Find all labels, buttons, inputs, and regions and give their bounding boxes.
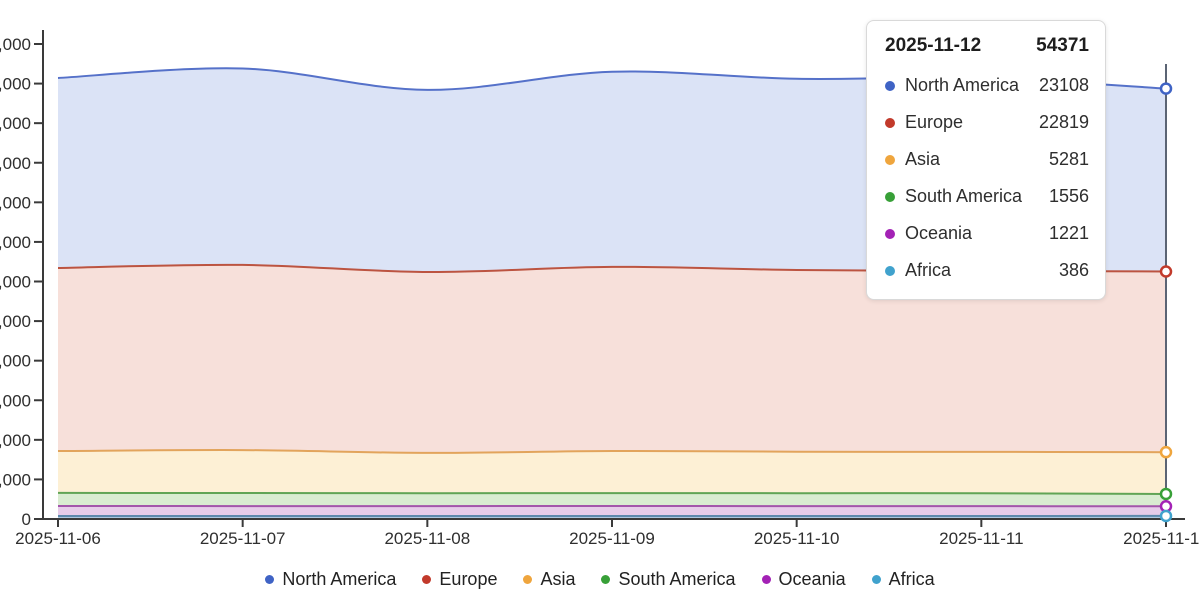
y-tick-label: ,000	[0, 75, 31, 94]
tooltip-series-value: 386	[1058, 260, 1089, 280]
y-tick-label: ,000	[0, 470, 31, 489]
europe-dot-icon	[885, 117, 895, 128]
y-tick-label: ,000	[0, 154, 31, 173]
tooltip-rows: North America 23108 Europe 22819 Asia 5281 Sou…	[881, 67, 1091, 289]
y-tick-label: ,000	[0, 312, 31, 331]
legend-label: Africa	[888, 569, 935, 589]
marker-asia	[1159, 445, 1173, 459]
y-tick-label: ,000	[0, 233, 31, 252]
tooltip-row-north-america: North America 23108	[881, 67, 1091, 104]
legend-label: North America	[282, 569, 397, 589]
legend-item-asia[interactable]: Asia	[523, 569, 575, 590]
x-tick-label: 2025-11-10	[754, 529, 840, 548]
tooltip-series-label: North America	[905, 75, 1020, 95]
legend-item-south-america[interactable]: South America	[601, 569, 736, 590]
tooltip-header: 2025-11-12 54371	[881, 33, 1091, 67]
legend: North America Europe Asia South America Ocea…	[0, 569, 1200, 590]
tooltip-series-label: Asia	[905, 149, 941, 169]
north-america-dot-icon	[265, 575, 275, 584]
x-tick-label: 2025-11-06	[15, 529, 101, 548]
legend-label: Asia	[540, 569, 576, 589]
south-america-dot-icon	[601, 575, 611, 584]
marker-europe	[1159, 265, 1173, 278]
tooltip-series-value: 1556	[1048, 186, 1089, 206]
y-tick-label: ,000	[0, 352, 31, 371]
europe-dot-icon	[422, 575, 432, 584]
legend-item-europe[interactable]: Europe	[422, 569, 497, 590]
tooltip-total: 54371	[1036, 35, 1089, 56]
tooltip-row-europe: Europe 22819	[881, 104, 1091, 141]
y-tick-label: ,000	[0, 193, 31, 212]
africa-dot-icon	[871, 575, 881, 584]
asia-dot-icon	[885, 154, 895, 165]
tooltip-series-value: 1221	[1048, 223, 1089, 243]
north-america-dot-icon	[885, 80, 895, 91]
marker-south-america	[1159, 487, 1173, 501]
x-tick-label: 2025-11-12	[1123, 529, 1200, 548]
y-tick-label: ,000	[0, 431, 31, 450]
x-tick-label: 2025-11-09	[569, 529, 655, 548]
x-axis-ticks: 2025-11-06 2025-11-07 2025-11-08 2025-11-09…	[15, 519, 1200, 548]
south-america-dot-icon	[885, 191, 895, 202]
legend-label: Europe	[439, 569, 498, 589]
marker-north-america	[1159, 82, 1173, 95]
tooltip: 2025-11-12 54371 North America 23108 Europ…	[866, 20, 1106, 300]
y-tick-label: ,000	[0, 35, 31, 54]
tooltip-series-label: Europe	[905, 112, 964, 132]
tooltip-row-africa: Africa 386	[881, 252, 1091, 289]
tooltip-series-value: 23108	[1038, 75, 1089, 95]
tooltip-series-value: 5281	[1048, 149, 1089, 169]
x-tick-label: 2025-11-11	[939, 529, 1023, 548]
tooltip-series-label: Oceania	[905, 223, 973, 243]
africa-dot-icon	[885, 265, 895, 276]
tooltip-row-south-america: South America 1556	[881, 178, 1091, 215]
tooltip-date: 2025-11-12	[885, 35, 982, 56]
oceania-dot-icon	[885, 228, 895, 239]
oceania-dot-icon	[761, 575, 771, 584]
tooltip-series-value: 22819	[1038, 112, 1089, 132]
line-asia	[57, 449, 1167, 454]
y-tick-label: 0	[22, 510, 31, 529]
y-axis-ticks: 0 ,000 ,000 ,000 ,000 ,000 ,000 ,000 ,000 ,000 ,00…	[0, 35, 43, 529]
y-tick-label: ,000	[0, 114, 31, 133]
tooltip-row-asia: Asia 5281	[881, 141, 1091, 178]
x-tick-label: 2025-11-08	[384, 529, 470, 548]
marker-africa	[1159, 509, 1173, 523]
legend-item-africa[interactable]: Africa	[871, 569, 935, 590]
legend-label: Oceania	[778, 569, 846, 589]
y-tick-label: ,000	[0, 391, 31, 410]
legend-item-north-america[interactable]: North America	[265, 569, 396, 590]
asia-dot-icon	[523, 575, 533, 584]
line-south-america	[57, 491, 1167, 495]
tooltip-series-label: Africa	[905, 260, 952, 280]
legend-label: South America	[618, 569, 736, 589]
x-tick-label: 2025-11-07	[200, 529, 286, 548]
tooltip-row-oceania: Oceania 1221	[881, 215, 1091, 252]
y-tick-label: ,000	[0, 273, 31, 292]
tooltip-series-label: South America	[905, 186, 1023, 206]
legend-item-oceania[interactable]: Oceania	[761, 569, 846, 590]
